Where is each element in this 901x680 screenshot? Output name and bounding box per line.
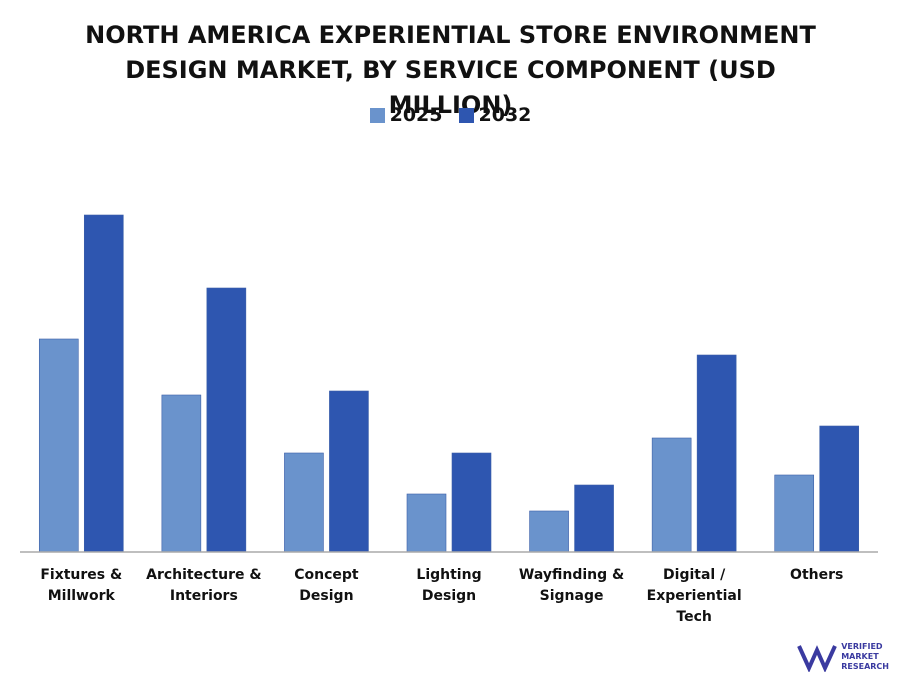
bar bbox=[161, 394, 202, 553]
logo: VERIFIED MARKET RESEARCH bbox=[797, 642, 889, 672]
bar bbox=[406, 493, 447, 553]
legend-label: 2032 bbox=[478, 104, 532, 126]
bar bbox=[574, 484, 614, 553]
legend-item: 2025 bbox=[369, 104, 443, 126]
legend: 2025 2032 bbox=[0, 104, 901, 126]
legend-label: 2025 bbox=[389, 104, 443, 126]
bar bbox=[284, 452, 324, 553]
bar bbox=[651, 437, 692, 553]
x-tick-label: Wayfinding & Signage bbox=[518, 567, 625, 604]
bar bbox=[774, 474, 815, 553]
x-tick-label: Architecture & Interiors bbox=[146, 567, 262, 604]
x-tick-label: Fixtures & Millwork bbox=[40, 567, 123, 604]
logo-text: VERIFIED MARKET RESEARCH bbox=[841, 642, 889, 672]
legend-swatch bbox=[369, 107, 385, 123]
bar bbox=[38, 338, 79, 553]
logo-line: VERIFIED bbox=[841, 642, 883, 651]
x-tick-label: Others bbox=[790, 567, 844, 583]
logo-line: RESEARCH bbox=[841, 662, 889, 671]
x-tick-label: Digital / Experiential Tech bbox=[646, 567, 742, 625]
legend-item: 2032 bbox=[458, 104, 532, 126]
bar bbox=[83, 214, 124, 553]
bar bbox=[206, 287, 247, 553]
bar bbox=[451, 452, 492, 553]
x-tick-label: Lighting Design bbox=[416, 567, 482, 604]
bar bbox=[329, 390, 369, 553]
bar bbox=[529, 510, 569, 553]
x-tick-label: Concept Design bbox=[294, 567, 359, 604]
chart-title: NORTH AMERICA EXPERIENTIAL STORE ENVIRON… bbox=[85, 21, 816, 119]
bar bbox=[819, 425, 860, 553]
legend-swatch bbox=[458, 107, 474, 123]
bar bbox=[696, 354, 737, 553]
logo-line: MARKET bbox=[841, 652, 879, 661]
logo-icon bbox=[797, 645, 838, 672]
